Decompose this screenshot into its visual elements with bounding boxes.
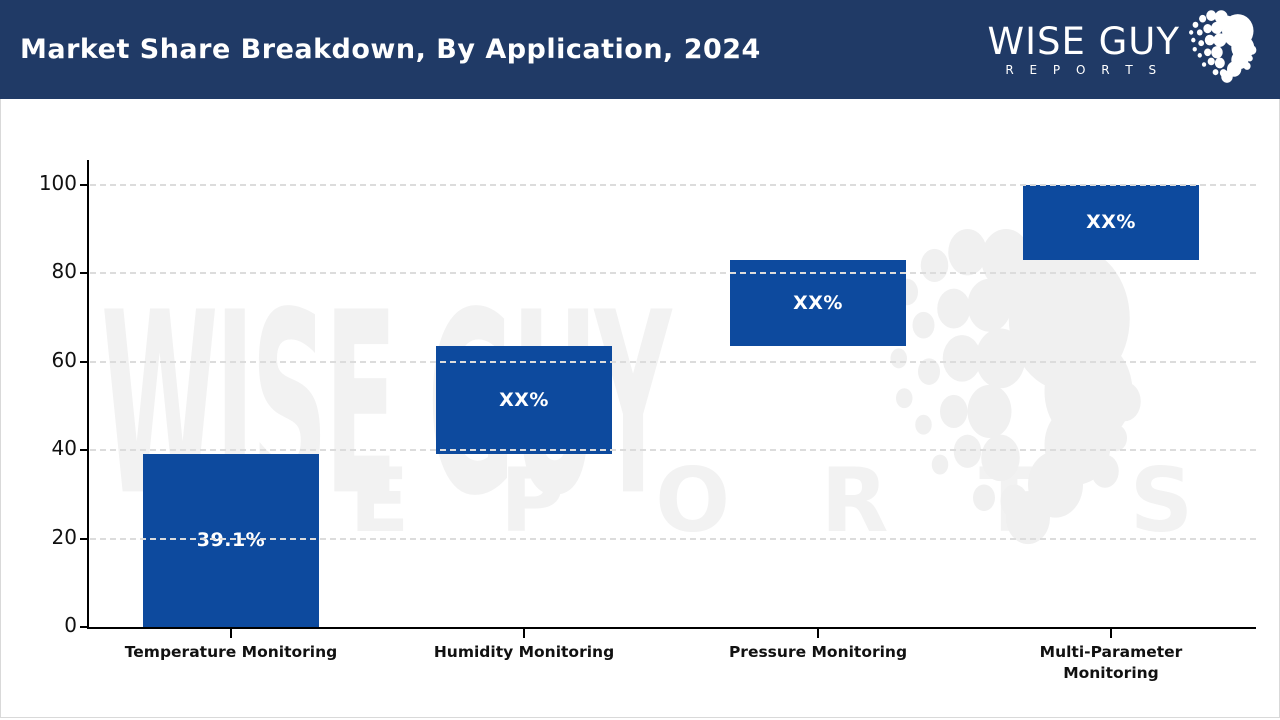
y-tick-20 xyxy=(80,537,89,540)
category-label-humidity-monitoring: Humidity Monitoring xyxy=(433,643,615,661)
bar-value-label-pressure-monitoring: XX% xyxy=(793,292,843,315)
brand-logo: WISE GUY R E P O R T S xyxy=(988,4,1270,96)
y-tick-label-100: 100 xyxy=(38,170,77,195)
y-tick-100 xyxy=(80,183,89,186)
bar-pressure-monitoring: XX% xyxy=(730,260,906,346)
wiseguy-face-icon xyxy=(1189,10,1257,83)
x-tick-multi-parameter-monitoring xyxy=(1110,629,1112,638)
y-tick-0 xyxy=(80,626,89,628)
x-tick-temperature-monitoring xyxy=(230,629,232,638)
y-axis-line xyxy=(87,160,89,629)
bar-value-label-multi-parameter-monitoring: XX% xyxy=(1086,211,1136,234)
brand-text: WISE GUY R E P O R T S xyxy=(988,23,1180,77)
bar-temperature-monitoring: 39.1% xyxy=(143,453,319,627)
y-tick-label-0: 0 xyxy=(64,613,77,637)
y-tick-label-60: 60 xyxy=(51,347,77,372)
header-bar: Market Share Breakdown, By Application, … xyxy=(0,0,1280,99)
bar-value-label-humidity-monitoring: XX% xyxy=(499,388,549,411)
gridline-20 xyxy=(90,537,1256,540)
y-tick-60 xyxy=(80,360,89,363)
x-tick-humidity-monitoring xyxy=(523,629,525,638)
bar-value-label-temperature-monitoring: 39.1% xyxy=(196,529,266,552)
y-tick-80 xyxy=(80,272,89,274)
y-tick-40 xyxy=(80,449,89,451)
page-title: Market Share Breakdown, By Application, … xyxy=(20,34,761,65)
category-label-multi-parameter-monitoring: Multi-Parameter Monitoring xyxy=(1039,643,1183,682)
y-tick-label-40: 40 xyxy=(51,436,77,460)
brand-name: WISE GUY xyxy=(987,20,1180,63)
category-label-temperature-monitoring: Temperature Monitoring xyxy=(124,643,338,661)
gridline-100 xyxy=(90,183,1256,186)
x-tick-pressure-monitoring xyxy=(817,629,819,638)
chart-canvas: WISE GUY R E P O R T S xyxy=(0,99,1280,718)
y-tick-label-80: 80 xyxy=(51,259,77,283)
gridline-40 xyxy=(90,449,1256,451)
gridline-80 xyxy=(90,272,1256,274)
y-tick-label-20: 20 xyxy=(51,524,77,549)
bar-humidity-monitoring: XX% xyxy=(436,346,612,454)
category-label-pressure-monitoring: Pressure Monitoring xyxy=(728,643,908,661)
bar-multi-parameter-monitoring: XX% xyxy=(1023,184,1199,261)
x-axis-line xyxy=(87,627,1256,629)
brand-subtitle: R E P O R T S xyxy=(1005,63,1163,77)
gridline-60 xyxy=(90,360,1256,363)
